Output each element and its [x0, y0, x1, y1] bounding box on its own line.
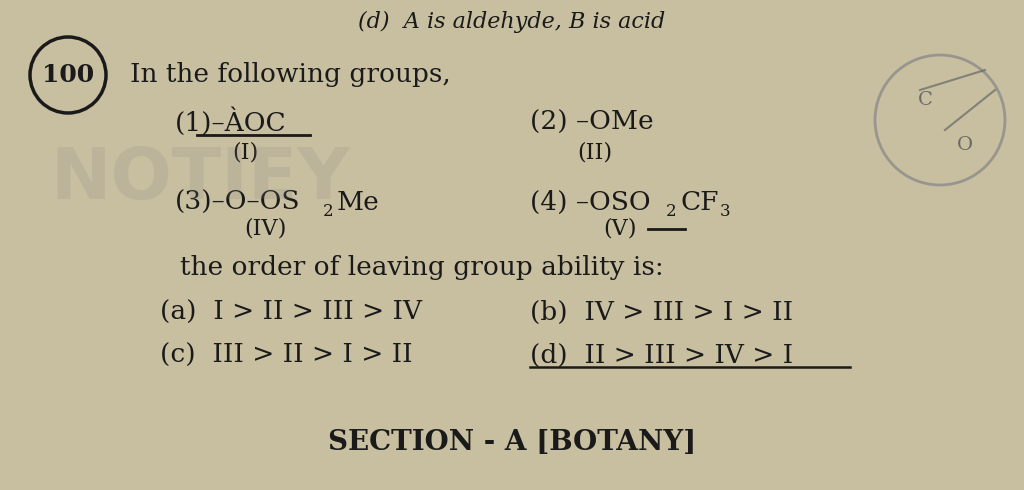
Text: (b)  IV > III > I > II: (b) IV > III > I > II — [530, 299, 794, 324]
Text: 2: 2 — [323, 202, 334, 220]
Text: 3: 3 — [720, 202, 731, 220]
Text: (a)  I > II > III > IV: (a) I > II > III > IV — [160, 299, 422, 324]
Text: 2: 2 — [666, 202, 677, 220]
Text: (2) –OMe: (2) –OMe — [530, 109, 653, 134]
Text: (1)–ÀOC: (1)–ÀOC — [175, 108, 287, 136]
Text: (c)  III > II > I > II: (c) III > II > I > II — [160, 343, 413, 368]
Text: Me: Me — [337, 190, 380, 215]
Text: In the following groups,: In the following groups, — [130, 63, 451, 88]
Text: SECTION - A [BOTANY]: SECTION - A [BOTANY] — [328, 428, 696, 456]
Text: (d)  II > III > IV > I: (d) II > III > IV > I — [530, 343, 794, 368]
Text: O: O — [957, 136, 973, 154]
Text: (V): (V) — [603, 218, 637, 240]
Text: (3)–O–OS: (3)–O–OS — [175, 190, 300, 215]
Text: C: C — [918, 91, 933, 109]
Text: (IV): (IV) — [244, 218, 286, 240]
Text: (d)  A is aldehyde, B is acid: (d) A is aldehyde, B is acid — [358, 11, 666, 33]
Text: 100: 100 — [42, 63, 94, 87]
Text: NOTIEY: NOTIEY — [50, 146, 350, 215]
Text: CF: CF — [680, 190, 719, 215]
Text: the order of leaving group ability is:: the order of leaving group ability is: — [180, 255, 664, 280]
Text: (I): (I) — [231, 141, 258, 163]
Text: (4) –OSO: (4) –OSO — [530, 190, 650, 215]
Text: (II): (II) — [578, 141, 612, 163]
